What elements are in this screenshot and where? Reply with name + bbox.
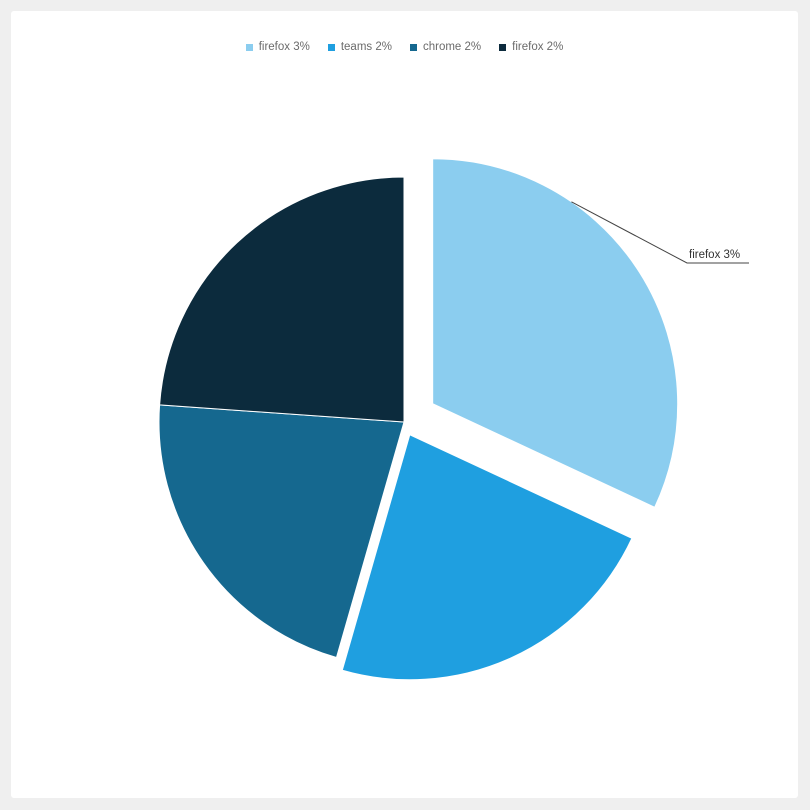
legend-item-firefox-3[interactable]: firefox 3% <box>245 41 310 54</box>
pie-chart-svg: firefox 3% <box>158 158 749 681</box>
pie-slice[interactable] <box>432 158 679 508</box>
chart-card: firefox 3% teams 2% chrome 2% firefox 2%… <box>11 11 798 798</box>
legend-swatch-icon <box>409 44 417 52</box>
chart-legend: firefox 3% teams 2% chrome 2% firefox 2% <box>11 41 798 54</box>
legend-item-label: firefox 2% <box>512 41 564 53</box>
pie-slice[interactable] <box>158 404 405 659</box>
legend-swatch-icon <box>245 44 253 52</box>
pie-slice[interactable] <box>341 434 633 681</box>
legend-item-label: firefox 3% <box>258 41 310 53</box>
pie-chart-plot-area: firefox 3% <box>11 11 798 798</box>
legend-item-firefox-2[interactable]: firefox 2% <box>499 41 564 54</box>
pie-data-labels-group: firefox 3% <box>571 201 749 264</box>
legend-swatch-icon <box>499 44 507 52</box>
legend-item-label: chrome 2% <box>422 41 482 53</box>
pie-data-label: firefox 3% <box>689 249 740 261</box>
pie-slice[interactable] <box>159 176 405 423</box>
legend-item-chrome-2[interactable]: chrome 2% <box>409 41 482 54</box>
legend-swatch-icon <box>327 44 335 52</box>
legend-item-label: teams 2% <box>340 41 392 53</box>
data-label-leader-line <box>571 201 749 264</box>
pie-slices-group <box>158 158 679 681</box>
legend-item-teams-2[interactable]: teams 2% <box>327 41 392 54</box>
